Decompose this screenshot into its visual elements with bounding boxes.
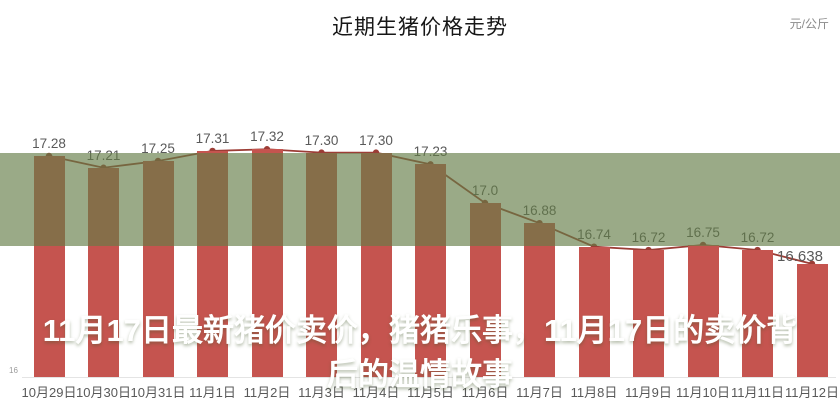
bar-value-label: 17.32 — [250, 129, 284, 145]
bar-value-label: 16.638 — [777, 247, 823, 265]
y-axis-tick-label: 16 — [9, 366, 18, 375]
x-axis-label: 11月3日 — [298, 385, 345, 400]
x-axis-label: 11月9日 — [625, 385, 672, 400]
price-bar — [742, 250, 773, 377]
x-axis-label: 11月7日 — [516, 385, 563, 400]
overlay-headline-line1: 11月17日最新猪价卖价，猪猪乐事，11月17日的卖价背 — [42, 313, 798, 348]
bar-value-label: 17.31 — [195, 130, 230, 146]
bar-value-label: 17.30 — [359, 132, 393, 148]
price-bar — [687, 245, 719, 377]
bar-value-label: 17.25 — [141, 141, 175, 156]
x-axis-label: 11月6日 — [461, 385, 509, 400]
price-bar — [578, 246, 610, 377]
x-axis-label: 11月10日 — [676, 385, 730, 400]
x-axis-label: 11月4日 — [352, 385, 400, 400]
bar-value-label: 17.28 — [32, 135, 66, 151]
price-bar — [796, 263, 828, 377]
bar-value-label: 17.30 — [304, 132, 339, 148]
price-bar — [633, 250, 664, 377]
price-bar — [524, 223, 555, 377]
x-axis-label: 11月5日 — [407, 385, 454, 400]
x-axis-label: 11月8日 — [570, 385, 618, 400]
overlay-headline-line2: 后的温情故事 — [327, 357, 513, 392]
x-axis-label: 10月29日 — [21, 385, 77, 400]
chart-title: 近期生猪价格走势 — [332, 15, 508, 39]
x-axis-label: 11月11日 — [731, 385, 784, 400]
x-axis-label: 10月30日 — [76, 385, 131, 400]
overlay-headline: 11月17日最新猪价卖价，猪猪乐事，11月17日的卖价背 后的温情故事 — [0, 309, 840, 397]
x-axis-label: 11月1日 — [189, 385, 236, 400]
x-axis-label: 11月2日 — [243, 385, 291, 400]
overlay-banner: 11月17日最新猪价卖价，猪猪乐事，11月17日的卖价背 后的温情故事 — [0, 153, 840, 392]
unit-label: 元/公斤 — [789, 17, 829, 31]
x-axis-line — [22, 377, 836, 378]
x-axis-label: 11月12日 — [785, 385, 839, 400]
x-axis-label: 10月31日 — [130, 385, 186, 400]
